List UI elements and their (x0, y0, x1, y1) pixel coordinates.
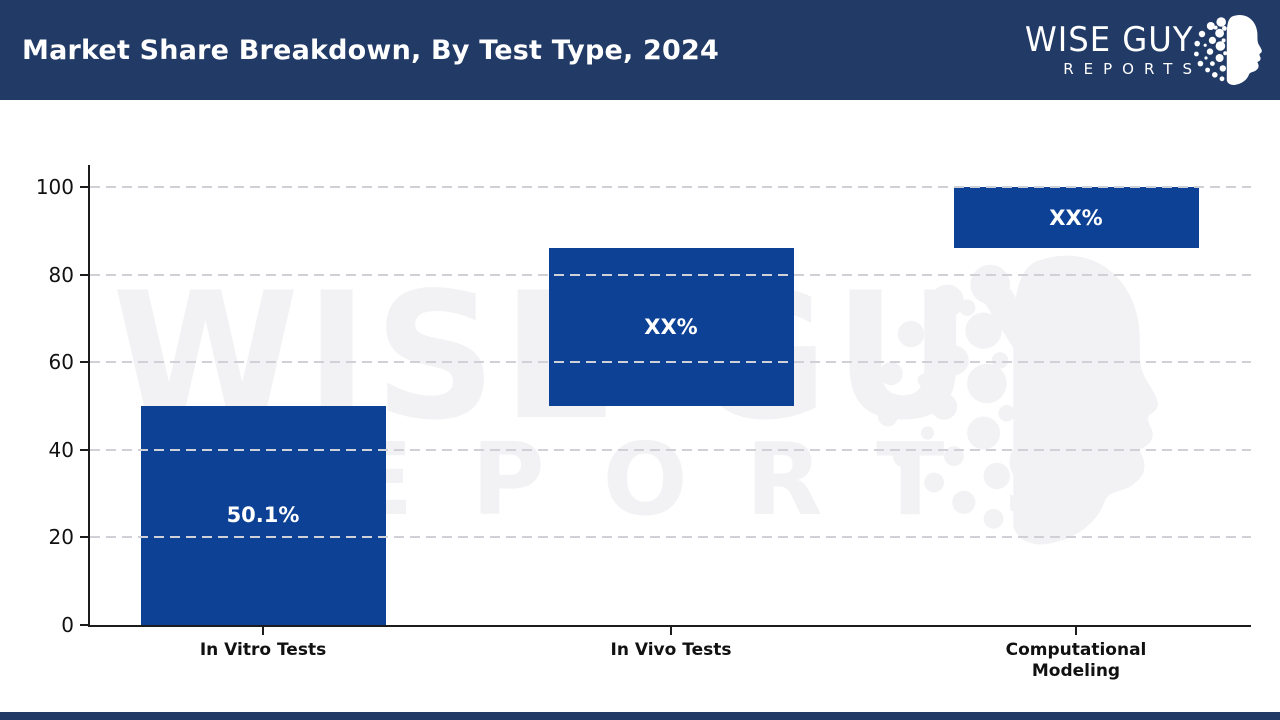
y-tick-mark (80, 186, 88, 188)
footer-bar (0, 712, 1280, 720)
chart-title: Market Share Breakdown, By Test Type, 20… (22, 34, 720, 66)
x-category-label-text: In Vivo Tests (610, 640, 732, 660)
x-tick-mark (670, 627, 672, 635)
watermark-head-icon (878, 255, 1158, 545)
dotted-head-icon (1194, 14, 1262, 86)
y-tick-mark (80, 624, 88, 626)
x-category-label: In Vivo Tests (571, 640, 771, 661)
bar-segment (953, 187, 1199, 249)
grid-line (90, 186, 1251, 188)
bar-value-label: 50.1% (226, 503, 300, 528)
x-category-label: In Vitro Tests (163, 640, 363, 661)
y-tick-label: 100 (35, 175, 74, 199)
y-tick-label: 40 (48, 437, 74, 462)
x-axis-line (88, 625, 1251, 627)
header-bar: Market Share Breakdown, By Test Type, 20… (0, 0, 1280, 100)
x-tick-mark (262, 627, 264, 635)
y-tick-label: 80 (48, 262, 74, 287)
y-axis-line (88, 165, 90, 627)
logo-wordmark: WISE GUY (1025, 20, 1194, 60)
y-tick-label: 0 (61, 613, 74, 637)
logo-subtitle: REPORTS (1063, 60, 1202, 78)
grid-line (90, 273, 1251, 276)
y-tick-label: 60 (48, 350, 74, 375)
y-tick-label: 20 (48, 525, 74, 550)
x-category-label-text: In Vitro Tests (199, 640, 327, 660)
x-category-label-text: Computational Modeling (1005, 640, 1147, 682)
y-tick-mark (80, 536, 88, 539)
y-tick-mark (80, 361, 88, 364)
y-tick-mark (80, 448, 88, 451)
grid-line (90, 361, 1251, 364)
grid-line (90, 448, 1251, 451)
bar-value-label: XX% (644, 314, 698, 339)
logo-text: WISE GUY REPORTS (1016, 23, 1194, 77)
bar-value-label: XX% (1049, 205, 1103, 230)
bar-segment (140, 405, 386, 625)
x-category-label: Computational Modeling (976, 640, 1176, 683)
plot-area: WISE GUY REPORTS 0 20 40 60 80 100 50.1% XX% XX%… (0, 100, 1280, 712)
wise-guy-reports-logo: WISE GUY REPORTS (1016, 4, 1266, 96)
x-tick-mark (1075, 627, 1077, 635)
grid-line (90, 536, 1251, 539)
y-tick-mark (80, 273, 88, 276)
